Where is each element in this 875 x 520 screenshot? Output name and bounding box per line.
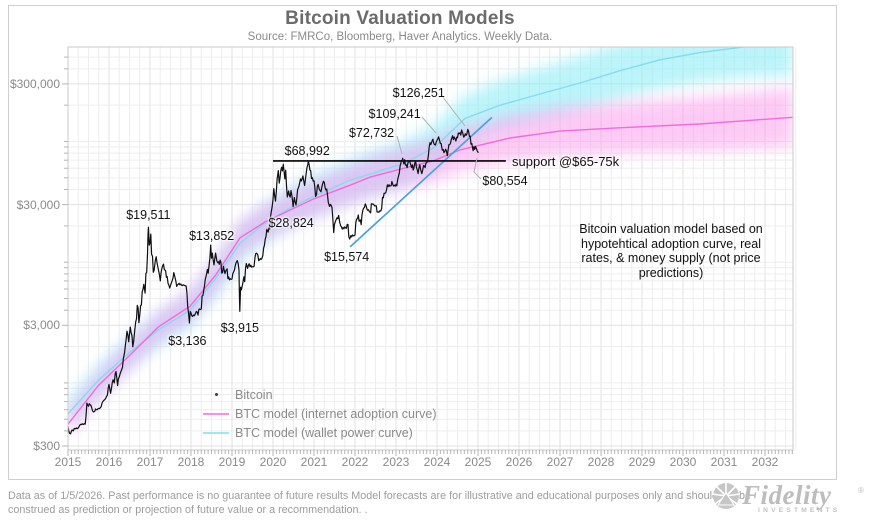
x-tick-2024: 2024: [423, 455, 451, 469]
x-tick-2022: 2022: [341, 455, 369, 469]
model-note: Bitcoin valuation model based on hypoteh…: [572, 222, 770, 280]
annotation-109241: $109,241: [368, 106, 421, 121]
model-note-line: hypotehtical adoption curve, real: [581, 236, 761, 251]
x-tick-2023: 2023: [382, 455, 410, 469]
x-tick-2029: 2029: [628, 455, 656, 469]
fidelity-investments-text: INVESTMENTS: [758, 507, 841, 514]
fidelity-sun-icon: [711, 482, 740, 509]
legend-item-wallet-model: BTC model (wallet power curve): [203, 423, 436, 442]
y-tick-3000: $3,000: [23, 318, 60, 332]
y-tick-300000: $300,000: [9, 77, 60, 91]
disclaimer-line-2: construed as prediction or projection of…: [8, 504, 368, 516]
cyan-line-swatch: [203, 431, 229, 434]
legend-item-bitcoin: Bitcoin: [203, 385, 436, 404]
x-tick-2032: 2032: [751, 455, 779, 469]
legend-item-internet-model: BTC model (internet adoption curve): [203, 404, 436, 423]
support-level-label: support @$65-75k: [512, 154, 620, 169]
x-tick-2025: 2025: [464, 455, 492, 469]
annotation-19511: $19,511: [126, 208, 171, 223]
annotation-13852: $13,852: [189, 229, 235, 244]
bitcoin-dot-marker: [203, 393, 229, 396]
model-note-line: Bitcoin valuation model based on: [579, 222, 763, 236]
model-note-line: rates, & money supply (not price: [581, 251, 761, 265]
x-tick-2026: 2026: [505, 455, 533, 469]
annotation-72732: $72,732: [348, 126, 395, 141]
x-tick-2017: 2017: [136, 455, 164, 469]
x-tick-2031: 2031: [710, 455, 738, 469]
registered-mark: ®: [858, 486, 864, 495]
legend-label: BTC model (wallet power curve): [235, 425, 413, 440]
annotation-15574: $15,574: [324, 249, 370, 264]
legend: Bitcoin BTC model (internet adoption cur…: [203, 385, 436, 442]
annotation-80554: $80,554: [482, 173, 528, 188]
disclaimer-line-1: Data as of 1/5/2026. Past performance is…: [8, 490, 752, 502]
x-tick-2015: 2015: [54, 455, 82, 469]
legend-label: BTC model (internet adoption curve): [235, 406, 437, 421]
magenta-line-swatch: [203, 412, 229, 415]
legend-label: Bitcoin: [235, 387, 273, 402]
x-tick-2020: 2020: [259, 455, 287, 469]
x-tick-2028: 2028: [587, 455, 615, 469]
model-note-line: predictions): [638, 265, 704, 280]
fidelity-logo: Fidelity ® INVESTMENTS: [706, 478, 871, 518]
annotation-68992: $68,992: [284, 143, 330, 158]
x-tick-2021: 2021: [300, 455, 328, 469]
annotation-28824: $28,824: [268, 215, 314, 230]
x-tick-2027: 2027: [546, 455, 574, 469]
annotation-3136: $3,136: [168, 333, 207, 348]
y-tick-300: $300: [33, 439, 60, 453]
page-title: Bitcoin Valuation Models: [285, 8, 515, 29]
fidelity-wordmark: Fidelity: [742, 480, 832, 510]
x-tick-2018: 2018: [177, 455, 205, 469]
chart-source-subtitle: Source: FMRCo, Bloomberg, Haver Analytic…: [247, 31, 553, 43]
x-tick-2030: 2030: [669, 455, 697, 469]
annotation-126251: $126,251: [392, 86, 445, 101]
x-tick-2016: 2016: [95, 455, 123, 469]
x-tick-2019: 2019: [218, 455, 246, 469]
annotation-3915: $3,915: [220, 321, 259, 336]
y-tick-30000: $30,000: [16, 198, 60, 212]
